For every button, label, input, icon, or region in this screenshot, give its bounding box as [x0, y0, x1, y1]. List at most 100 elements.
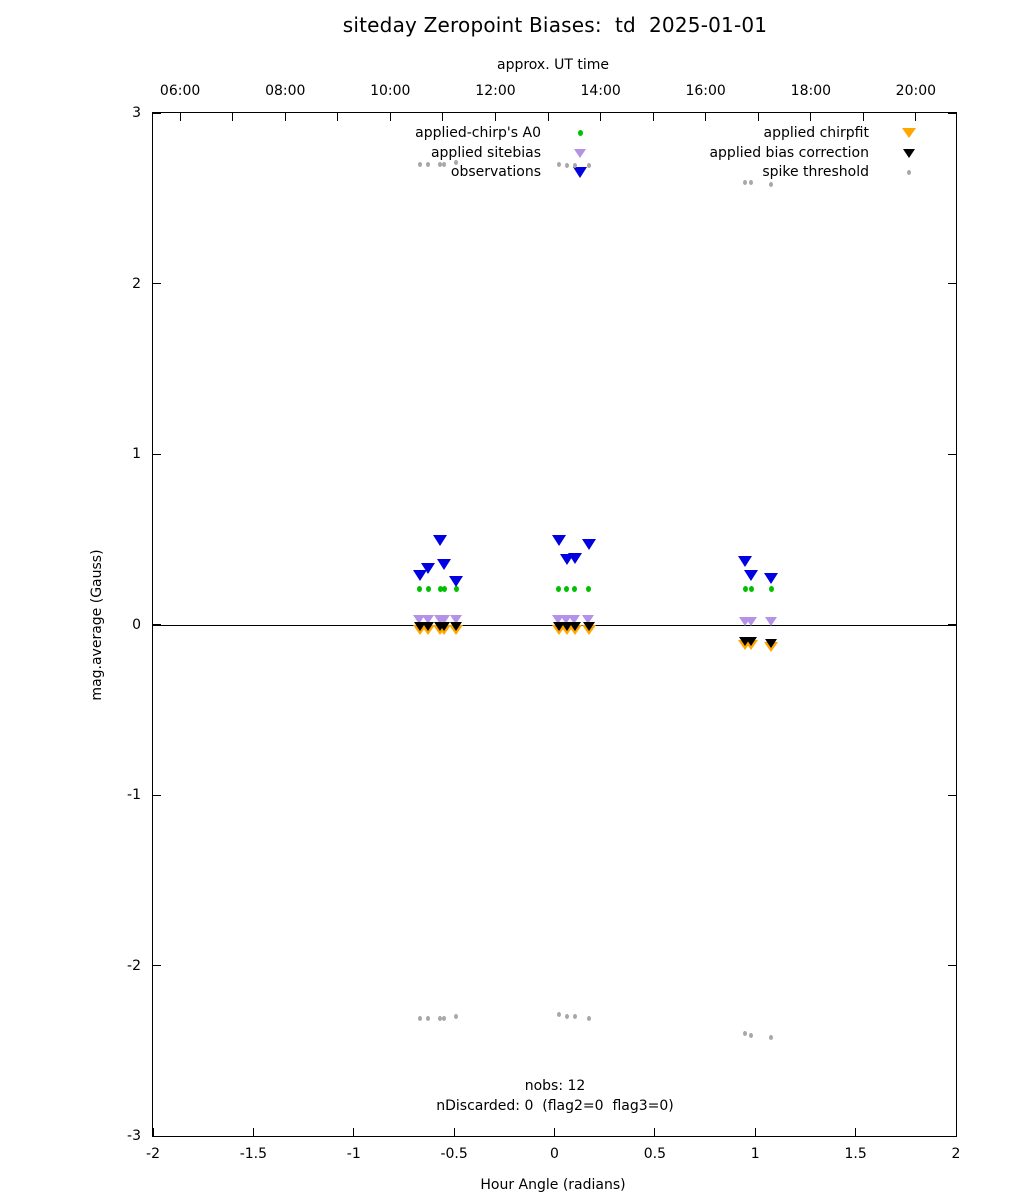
x-axis-label: Hour Angle (radians) [480, 1177, 626, 1193]
spike-threshold-marker [556, 161, 561, 167]
chart-title: siteday Zeropoint Biases: td 2025-01-01 [342, 13, 768, 37]
applied-chirp-s-a0-marker [556, 585, 561, 592]
spike-threshold-marker [564, 1014, 569, 1020]
top-axis-tick [810, 113, 812, 121]
applied-chirp-s-a0-marker [572, 585, 578, 592]
spike-threshold-marker [426, 161, 431, 167]
top-tick-label: 14:00 [580, 83, 621, 99]
applied-bias-correction-marker [582, 621, 595, 631]
y-tick-label: -3 [127, 1128, 141, 1144]
x-axis-tick [754, 1128, 756, 1136]
applied-chirp-s-a0-marker [742, 585, 748, 592]
spike-threshold-marker [454, 159, 459, 165]
observations-legend-marker [573, 166, 587, 178]
applied-chirp-s-a0-marker [417, 585, 423, 592]
top-axis-tick [757, 113, 759, 121]
applied-sitebias-legend-marker [573, 148, 586, 158]
spike-threshold-legend-marker [907, 169, 911, 175]
spike-threshold-marker [564, 163, 569, 169]
y-axis-tick [153, 1135, 161, 1137]
x-axis-tick [855, 1128, 857, 1136]
spike-threshold-marker [438, 1015, 443, 1021]
y-axis-tick-mirror [948, 1135, 956, 1137]
top-axis-tick [547, 113, 549, 121]
x-tick-label: 1.5 [844, 1146, 867, 1162]
spike-threshold-marker [572, 163, 577, 169]
y-axis-tick-mirror [948, 794, 956, 796]
observations-marker [551, 535, 566, 547]
top-axis-tick [862, 113, 864, 121]
plot-area: -2 -1.5 -1 -0.5 0 0.5 1 1.5 2 06:00 08:00 10:00 12:0… [127, 83, 960, 1162]
legend-label-applied-chirp-s-a0: applied-chirp's A0 [415, 125, 541, 141]
observations-marker [764, 572, 779, 584]
spike-threshold-marker [769, 1034, 774, 1040]
applied-chirp-s-a0-marker [425, 585, 431, 592]
top-axis-tick [337, 113, 339, 121]
applied-sitebias-marker [449, 614, 462, 624]
applied-sitebias-marker [560, 614, 573, 624]
legend-label-applied-bias-correction: applied bias correction [709, 145, 869, 161]
x-tick-label: -2 [146, 1146, 160, 1162]
spike-threshold-marker [743, 1031, 748, 1037]
y-axis-tick-mirror [948, 283, 956, 284]
y-axis-tick [153, 453, 161, 455]
spike-threshold-marker [417, 161, 422, 167]
top-tick-label: 12:00 [475, 83, 516, 99]
top-tick-label: 08:00 [265, 83, 306, 99]
y-axis-tick [153, 283, 161, 284]
spike-threshold-marker [442, 1015, 447, 1021]
legend-label-spike-threshold: spike threshold [762, 164, 869, 180]
observations-marker [412, 569, 427, 581]
applied-bias-correction-marker [413, 621, 426, 631]
applied-chirp-s-a0-marker [748, 585, 754, 592]
applied-sitebias-marker [421, 614, 434, 624]
applied-bias-correction-marker [568, 621, 581, 631]
top-axis-tick [600, 113, 602, 121]
applied-bias-correction-marker [745, 637, 758, 647]
spike-threshold-marker [769, 182, 774, 188]
observations-marker [449, 576, 464, 588]
x-tick-label: 2 [951, 1146, 961, 1162]
spike-threshold-marker [749, 180, 754, 186]
y-tick-label: 2 [132, 275, 141, 292]
applied-sitebias-marker [744, 616, 757, 626]
x-axis-tick [252, 1128, 254, 1136]
x-axis-tick [152, 1128, 154, 1136]
x-axis-tick [453, 1128, 455, 1136]
spike-threshold-marker [749, 1032, 754, 1038]
top-axis-label: approx. UT time [497, 57, 609, 73]
spike-threshold-marker [438, 161, 443, 167]
y-tick-label: -2 [127, 957, 141, 974]
top-axis-tick [179, 113, 181, 121]
x-axis-tick [353, 1128, 355, 1136]
applied-bias-correction-marker [438, 621, 451, 631]
legend-label-applied-sitebias: applied sitebias [430, 145, 541, 161]
x-tick-label: 0 [550, 1146, 559, 1162]
x-tick-label: -1 [346, 1146, 361, 1162]
observations-marker [581, 538, 596, 550]
applied-bias-correction-marker [450, 621, 463, 631]
applied-bias-correction-marker [422, 621, 435, 631]
x-tick-label: -0.5 [440, 1146, 468, 1162]
applied-chirp-s-a0-marker [437, 585, 443, 592]
applied-chirp-s-a0-legend-marker [577, 130, 583, 136]
observations-marker [433, 535, 448, 547]
applied-bias-correction-legend-marker [903, 148, 915, 158]
x-tick-label: 0.5 [643, 1146, 666, 1162]
applied-sitebias-marker [413, 614, 426, 624]
y-axis-tick [153, 794, 161, 796]
top-axis-tick [232, 113, 234, 121]
applied-bias-correction-marker [552, 621, 565, 631]
x-axis-tick [654, 1128, 656, 1136]
x-axis-tick [554, 1128, 555, 1136]
applied-sitebias-marker [738, 616, 751, 626]
observations-marker [738, 555, 753, 567]
y-tick-label: 1 [132, 446, 141, 462]
applied-chirpfit-legend-marker [902, 128, 916, 138]
y-axis-tick [153, 112, 161, 114]
top-axis-tick [915, 113, 917, 121]
legend-label-applied-chirpfit: applied chirpfit [763, 125, 870, 141]
spike-threshold-marker [442, 161, 447, 167]
nobs-annotation: nobs: 12 [524, 1078, 586, 1094]
spike-threshold-marker [426, 1015, 431, 1021]
